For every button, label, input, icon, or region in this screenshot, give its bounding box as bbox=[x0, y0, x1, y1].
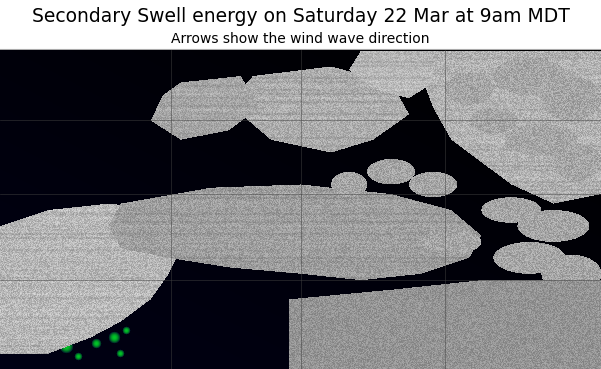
Text: Secondary Swell energy on Saturday 22 Mar at 9am MDT: Secondary Swell energy on Saturday 22 Ma… bbox=[32, 7, 569, 25]
Text: Arrows show the wind wave direction: Arrows show the wind wave direction bbox=[171, 32, 430, 46]
